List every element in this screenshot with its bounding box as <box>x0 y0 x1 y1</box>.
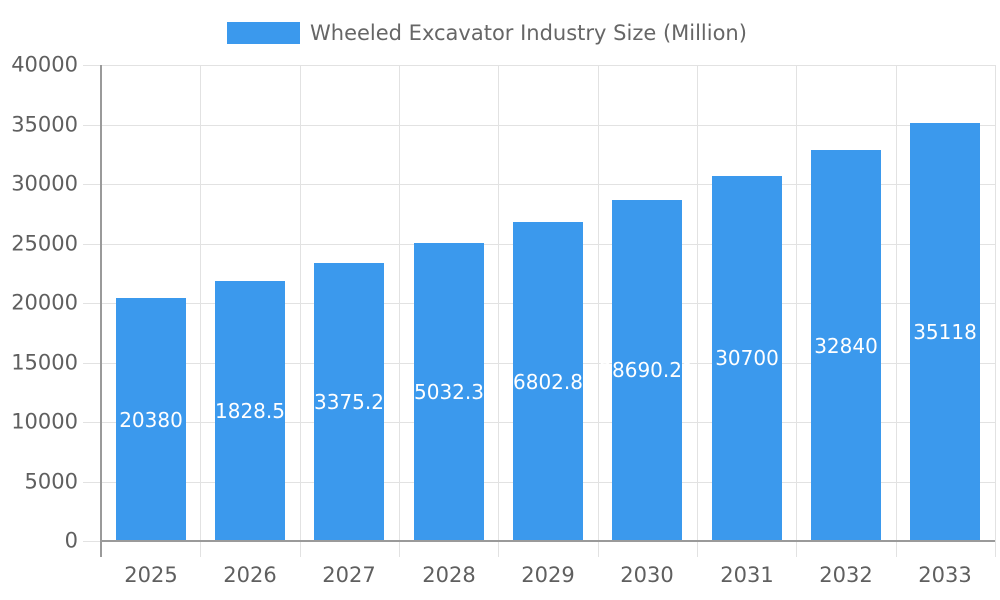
bar-2033[interactable] <box>910 123 980 541</box>
x-axis-tick-label-2030: 2030 <box>620 563 674 587</box>
gridline-horizontal <box>83 125 995 126</box>
bar-2026[interactable] <box>215 281 285 541</box>
legend-color-swatch <box>227 22 300 44</box>
y-axis-tick-label: 5000 <box>24 469 78 494</box>
bar-value-label-2025: 20380 <box>119 408 183 432</box>
gridline-vertical <box>995 65 996 557</box>
gridline-vertical <box>796 65 797 557</box>
bar-value-label-2029: 26802.89 <box>500 370 596 394</box>
x-axis-tick-label-2032: 2032 <box>819 563 873 587</box>
bar-value-label-2033: 35118 <box>913 320 977 344</box>
gridline-vertical <box>896 65 897 557</box>
bar-2025[interactable] <box>116 298 186 541</box>
bar-2030[interactable] <box>612 200 682 541</box>
gridline-vertical <box>300 65 301 557</box>
bar-2027[interactable] <box>314 263 384 541</box>
bar-2029[interactable] <box>513 222 583 541</box>
y-axis-tick-label: 15000 <box>11 350 78 375</box>
y-axis-tick-label: 20000 <box>11 290 78 315</box>
bar-value-label-2028: 25032.34 <box>401 380 497 404</box>
bar-value-label-2030: 28690.21 <box>599 358 695 382</box>
y-axis-tick-label: 25000 <box>11 231 78 256</box>
gridline-vertical <box>697 65 698 557</box>
y-axis-tick-label: 10000 <box>11 409 78 434</box>
bar-2032[interactable] <box>811 150 881 541</box>
gridline-horizontal <box>83 184 995 185</box>
y-axis-tick-label: 30000 <box>11 171 78 196</box>
x-axis-tick-label-2033: 2033 <box>918 563 972 587</box>
x-axis-tick-label-2025: 2025 <box>124 563 178 587</box>
y-axis-tick-label: 0 <box>64 528 78 553</box>
bar-value-label-2032: 32840 <box>814 334 878 358</box>
x-axis-tick-label-2031: 2031 <box>720 563 774 587</box>
y-axis-tick-label: 40000 <box>11 52 78 77</box>
gridline-vertical <box>399 65 400 557</box>
legend-label: Wheeled Excavator Industry Size (Million… <box>310 21 747 45</box>
x-axis-line <box>101 540 995 542</box>
gridline-horizontal <box>83 65 995 66</box>
x-axis-tick-label-2027: 2027 <box>322 563 376 587</box>
x-axis-tick-label-2026: 2026 <box>223 563 277 587</box>
y-axis-line <box>100 65 102 557</box>
y-axis-tick-label: 35000 <box>11 112 78 137</box>
legend-item[interactable]: Wheeled Excavator Industry Size (Million… <box>227 22 747 44</box>
x-axis-tick-label-2028: 2028 <box>422 563 476 587</box>
gridline-vertical <box>200 65 201 557</box>
bar-value-label-2027: 23375.25 <box>301 390 397 414</box>
bar-2031[interactable] <box>712 176 782 541</box>
bar-value-label-2031: 30700 <box>715 346 779 370</box>
gridline-vertical <box>498 65 499 557</box>
bar-2028[interactable] <box>414 243 484 541</box>
bar-value-label-2026: 21828.58 <box>202 399 298 423</box>
gridline-vertical <box>598 65 599 557</box>
x-axis-tick-label-2029: 2029 <box>521 563 575 587</box>
